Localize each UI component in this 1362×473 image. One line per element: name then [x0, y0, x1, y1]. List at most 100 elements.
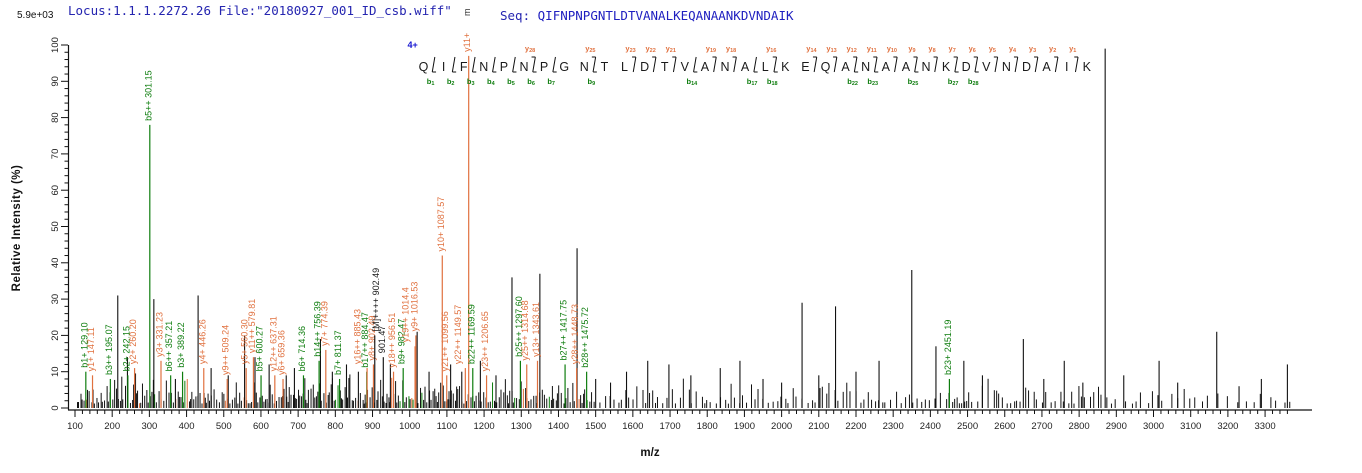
- y-ion-label: y8: [928, 44, 935, 54]
- residue-letter: A: [882, 60, 891, 74]
- y-ion-label: y16: [766, 44, 776, 54]
- fragment-divider: [712, 56, 717, 73]
- b-ion-label: b2: [447, 77, 455, 87]
- residue-letter: D: [1022, 60, 1031, 74]
- peak-label: y10+ 1087.57: [436, 197, 446, 252]
- residue-letter: L: [762, 60, 769, 74]
- x-tick-label: 2000: [771, 421, 792, 432]
- residue-letter: N: [921, 60, 930, 74]
- fragment-divider: [1034, 56, 1039, 73]
- fragment-divider: [772, 56, 778, 73]
- y-ion-label: y22: [646, 44, 656, 54]
- x-tick-label: 3000: [1143, 421, 1164, 432]
- peak-label: [M]++++ 902.49: [371, 268, 381, 332]
- peak-label: y9+ 1016.53: [409, 282, 419, 332]
- b-ion-label: b6: [527, 77, 535, 87]
- peak-label: b5++ 301.15: [143, 70, 153, 121]
- x-tick-label: 1700: [659, 421, 680, 432]
- seq-value: QIFNPNPGNTLDTVANALKEQANAANKDVNDAIK: [537, 8, 794, 23]
- fragment-divider: [451, 56, 457, 73]
- x-tick-label: 1300: [511, 421, 532, 432]
- fragment-divider: [431, 56, 437, 73]
- peak-label: b27++ 1417.75: [559, 300, 569, 361]
- x-tick-label: 3300: [1255, 421, 1276, 432]
- y-tick-label: 10: [50, 366, 61, 377]
- fragment-divider: [591, 56, 597, 73]
- residue-letter: P: [540, 60, 548, 74]
- residue-letter: I: [442, 60, 445, 74]
- y-ion-label: y23: [625, 44, 635, 54]
- x-axis-title: m/z: [640, 447, 660, 459]
- fragment-divider: [812, 56, 818, 73]
- fragment-divider: [993, 56, 999, 73]
- y-tick-label: 90: [50, 76, 61, 87]
- peak-label: y13+ 1343.61: [531, 302, 541, 357]
- peak-label: b2+ 242.15: [121, 326, 131, 371]
- peak-label: b28++ 1475.72: [580, 307, 590, 368]
- fragment-divider: [913, 56, 919, 73]
- peak-top-annotation: m: [462, 9, 472, 17]
- y-ion-label: y2: [1049, 44, 1056, 54]
- peak-label: y28++ 1448.73: [570, 304, 580, 364]
- x-tick-label: 2500: [957, 421, 978, 432]
- y-ion-label: y19: [706, 44, 716, 54]
- residue-letter: A: [701, 60, 710, 74]
- x-tick-label: 2400: [920, 421, 941, 432]
- residue-letter: L: [621, 60, 628, 74]
- y-ion-label: y18: [726, 44, 736, 54]
- y-ion-label: y6: [969, 44, 976, 54]
- x-tick-label: 1800: [697, 421, 718, 432]
- b-ion-label: b4: [487, 77, 496, 87]
- b-ion-label: b22: [847, 77, 858, 87]
- y-ion-label: y28: [525, 44, 535, 54]
- peak-label: y1+ 147.11: [86, 327, 96, 371]
- residue-letter: N: [519, 60, 528, 74]
- x-tick-label: 1000: [399, 421, 420, 432]
- x-tick-label: 2100: [808, 421, 829, 432]
- x-tick-label: 300: [141, 421, 157, 432]
- residue-letter: K: [781, 60, 790, 74]
- y-tick-label: 30: [50, 294, 61, 305]
- y-ion-label: y1: [1069, 44, 1076, 54]
- fragment-divider: [652, 56, 657, 73]
- y-ion-label: y12: [847, 44, 857, 54]
- fragment-divider: [933, 56, 938, 73]
- b-ion-label: b5: [507, 77, 515, 87]
- residue-letter: N: [720, 60, 729, 74]
- b-ion-label: b28: [968, 77, 979, 87]
- peak-label: y6+ 659.36: [277, 330, 287, 375]
- locus-file-label: Locus:1.1.1.2272.26 File:"20180927_001_I…: [68, 3, 452, 18]
- x-tick-label: 600: [253, 421, 269, 432]
- fragment-divider: [873, 56, 879, 73]
- x-tick-label: 1900: [734, 421, 755, 432]
- peak-label: b6++ 357.21: [164, 321, 174, 372]
- y-ion-label: y14: [806, 44, 817, 54]
- fragment-divider: [853, 56, 859, 73]
- peak-label: b6+ 714.36: [297, 326, 307, 371]
- peak-label: y16++ 885.43: [353, 309, 363, 364]
- peak-label: b5+ 600.27: [255, 326, 265, 371]
- peak-label: b7+ 811.37: [333, 330, 343, 375]
- residue-letter: Q: [821, 60, 831, 74]
- x-tick-label: 800: [327, 421, 343, 432]
- peak-label: y8+ 902.49: [367, 316, 377, 361]
- peak-label: y18++ 956.51: [387, 313, 397, 368]
- b-ion-label: b3: [467, 77, 475, 87]
- fragment-divider: [953, 56, 959, 73]
- peak-label: y25++ 1314.68: [520, 300, 530, 360]
- fragment-divider: [672, 56, 677, 73]
- residue-letter: A: [741, 60, 750, 74]
- y-ion-label: y9: [908, 44, 915, 54]
- fragment-divider: [893, 56, 898, 73]
- x-tick-label: 500: [216, 421, 232, 432]
- peak-label: y3+ 331.23: [154, 312, 164, 357]
- peak-label: y7+ 774.39: [319, 301, 329, 346]
- peak-label: b25++ 1297.60: [514, 296, 524, 357]
- x-tick-label: 1500: [585, 421, 606, 432]
- peak-label: y4+ 446.26: [197, 319, 207, 364]
- y-tick-label: 70: [50, 149, 61, 160]
- y-ion-label: y3: [1029, 44, 1036, 54]
- residue-letter: V: [982, 60, 991, 74]
